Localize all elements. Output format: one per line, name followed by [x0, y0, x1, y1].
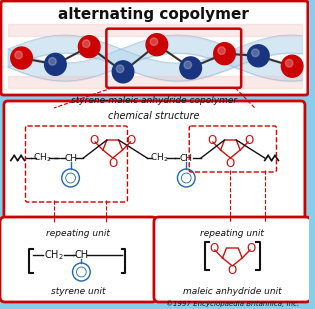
Text: styrene-maleic anhydride copolymer: styrene-maleic anhydride copolymer [71, 95, 237, 104]
Text: ©1997 Encyclopaedia Britannica, Inc.: ©1997 Encyclopaedia Britannica, Inc. [166, 301, 299, 307]
Circle shape [285, 59, 293, 67]
Text: O: O [209, 242, 218, 255]
Text: CH$_2$: CH$_2$ [150, 152, 168, 164]
Circle shape [78, 36, 100, 58]
Text: alternating copolymer: alternating copolymer [59, 6, 249, 22]
FancyBboxPatch shape [0, 217, 157, 302]
Text: O: O [108, 156, 117, 170]
Text: O: O [226, 156, 235, 170]
Text: repeating unit: repeating unit [47, 228, 110, 238]
Text: chemical structure: chemical structure [108, 111, 200, 121]
FancyBboxPatch shape [1, 1, 308, 95]
Text: CH: CH [180, 154, 193, 163]
Circle shape [218, 47, 225, 54]
FancyBboxPatch shape [154, 217, 311, 302]
Text: —: — [55, 153, 65, 163]
Circle shape [116, 65, 124, 73]
Circle shape [248, 45, 269, 67]
Circle shape [150, 38, 158, 45]
Circle shape [252, 49, 259, 57]
FancyBboxPatch shape [4, 101, 305, 224]
Circle shape [15, 51, 22, 59]
Circle shape [11, 47, 32, 69]
Text: CH: CH [74, 250, 89, 260]
Text: CH$_2$: CH$_2$ [33, 152, 51, 164]
Text: O: O [228, 265, 237, 277]
Text: maleic anhydride unit: maleic anhydride unit [183, 286, 282, 295]
Text: O: O [207, 133, 216, 146]
Circle shape [184, 61, 192, 69]
Circle shape [83, 40, 90, 48]
Text: CH: CH [64, 154, 77, 163]
Circle shape [45, 53, 66, 75]
Circle shape [214, 43, 235, 65]
Text: CH$_2$: CH$_2$ [44, 248, 64, 262]
Circle shape [146, 34, 168, 56]
Circle shape [49, 57, 56, 65]
Text: styrene unit: styrene unit [51, 286, 106, 295]
Text: O: O [89, 133, 99, 146]
Circle shape [281, 55, 303, 77]
Text: O: O [244, 133, 254, 146]
Circle shape [112, 61, 134, 83]
Text: O: O [246, 242, 255, 255]
Text: repeating unit: repeating unit [200, 228, 264, 238]
Text: O: O [127, 133, 136, 146]
Circle shape [180, 57, 202, 79]
